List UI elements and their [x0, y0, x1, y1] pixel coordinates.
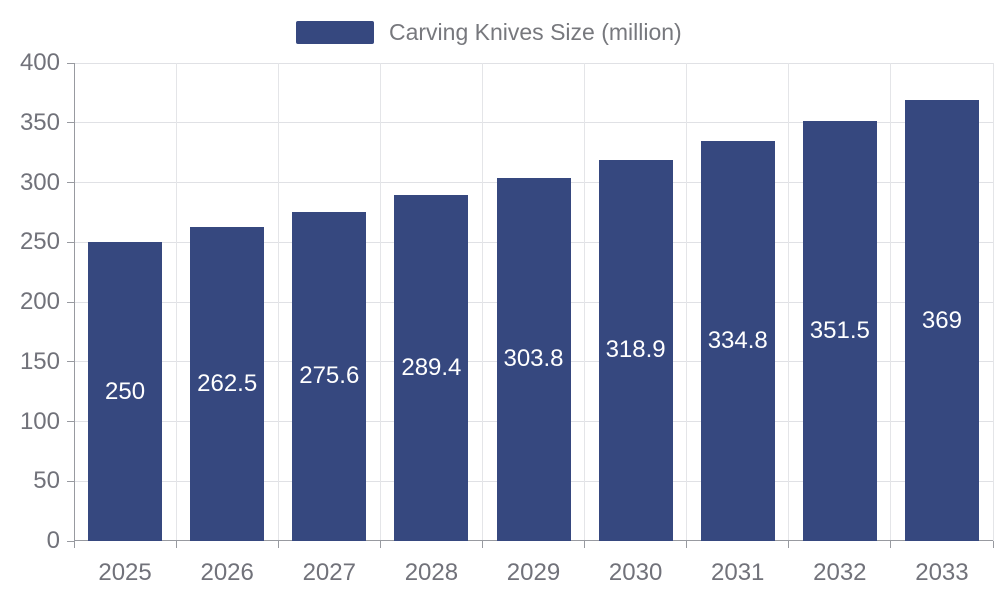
y-axis-tick	[67, 122, 74, 124]
bar-value-label: 351.5	[809, 316, 870, 344]
y-axis-label: 350	[19, 108, 60, 136]
bar-value-label: 250	[105, 377, 146, 405]
x-axis-tick	[890, 541, 892, 548]
bar-value-label: 262.5	[197, 370, 258, 398]
legend-label: Carving Knives Size (million)	[389, 19, 682, 45]
grid-line-v	[584, 63, 586, 541]
bar: 250	[88, 242, 163, 541]
x-axis-tick	[992, 541, 994, 548]
bar: 318.9	[598, 159, 673, 541]
grid-line-v	[788, 63, 790, 541]
y-axis-label: 150	[19, 347, 60, 375]
x-axis-label: 2025	[98, 559, 152, 586]
bar-value-label: 369	[921, 306, 962, 334]
y-axis-label: 0	[46, 527, 60, 554]
y-axis-label: 200	[19, 288, 60, 315]
bar-value-label: 334.8	[707, 326, 768, 354]
y-axis-tick	[67, 62, 74, 64]
bar: 289.4	[394, 195, 469, 541]
y-axis-label: 400	[19, 49, 60, 76]
x-axis-label: 2033	[915, 559, 969, 586]
grid-line-v	[175, 63, 177, 541]
x-axis-label: 2028	[404, 559, 459, 586]
grid-line-v	[890, 63, 892, 541]
bar: 351.5	[802, 120, 877, 541]
y-axis-label: 50	[33, 467, 60, 495]
y-axis-tick	[67, 241, 74, 243]
x-axis-tick	[584, 541, 586, 548]
x-axis-label: 2030	[608, 559, 663, 586]
y-axis-tick	[67, 480, 74, 482]
bar: 275.6	[292, 211, 367, 541]
grid-line-v	[686, 63, 688, 541]
bar: 334.8	[700, 140, 775, 541]
grid-line-v	[992, 63, 994, 541]
grid-line-v	[481, 63, 483, 541]
legend-swatch	[296, 21, 374, 44]
y-axis-label: 300	[19, 168, 60, 196]
bar-value-label: 303.8	[503, 345, 564, 373]
x-axis-label: 2031	[711, 559, 765, 586]
y-axis-tick	[67, 361, 74, 363]
bar: 262.5	[190, 227, 265, 541]
bar-value-label: 289.4	[401, 354, 462, 382]
x-axis-tick	[277, 541, 279, 548]
x-axis-tick	[73, 541, 75, 548]
y-axis-tick	[67, 540, 74, 542]
grid-line-h	[74, 62, 993, 64]
bar-value-label: 275.6	[299, 362, 360, 390]
y-axis-label: 100	[19, 407, 60, 435]
grid-line-v	[277, 63, 279, 541]
x-axis-tick	[481, 541, 483, 548]
y-axis-tick	[67, 421, 74, 422]
y-axis-label: 250	[19, 228, 60, 256]
x-axis-label: 2032	[813, 559, 867, 586]
y-axis-tick	[67, 301, 74, 303]
grid-line-h	[74, 122, 993, 124]
bar: 303.8	[496, 177, 571, 541]
x-axis-label: 2026	[200, 559, 254, 586]
x-axis-label: 2029	[506, 559, 561, 586]
bar: 369	[904, 100, 979, 541]
grid-line-v	[379, 63, 381, 541]
y-axis-tick	[67, 182, 74, 183]
bar-value-label: 318.9	[605, 336, 666, 364]
chart-legend[interactable]: Carving Knives Size (million)	[296, 19, 682, 46]
x-axis-tick	[686, 541, 688, 548]
x-axis-tick	[175, 541, 177, 548]
x-axis-label: 2027	[302, 559, 356, 586]
x-axis-tick	[788, 541, 790, 548]
x-axis-tick	[379, 541, 381, 548]
